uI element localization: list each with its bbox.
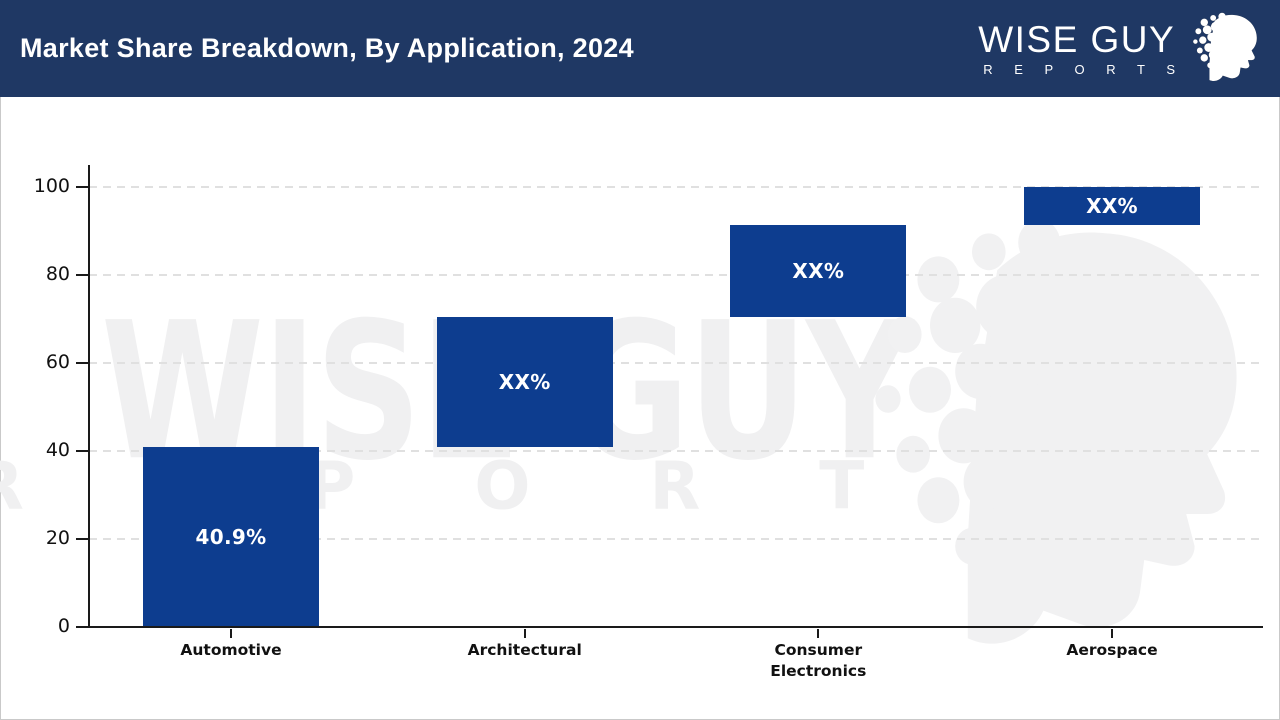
- gridline-40: [89, 449, 1263, 452]
- x-axis-label-0: Automotive: [180, 641, 282, 659]
- bar-automotive: 40.9%: [143, 446, 319, 627]
- y-tick-80: [76, 273, 89, 276]
- bar-value-label: XX%: [792, 259, 845, 284]
- gridline-20: [89, 537, 1263, 540]
- page-title: Market Share Breakdown, By Application, …: [20, 33, 634, 63]
- bar-value-label: 40.9%: [195, 524, 267, 549]
- y-tick-label-0: 0: [57, 615, 70, 637]
- bar-architectural: XX%: [436, 317, 613, 447]
- gridline-100: [89, 185, 1263, 188]
- x-tick-3: [1111, 629, 1113, 638]
- y-tick-0: [76, 626, 89, 628]
- y-tick-label-80: 80: [45, 262, 70, 285]
- y-tick-label-100: 100: [33, 174, 70, 197]
- logo-wordmark: WISE GUY: [978, 18, 1176, 60]
- x-tick-2: [817, 629, 820, 638]
- gridline-60: [89, 361, 1263, 364]
- logo-subtext: R E P O R T S: [983, 61, 1184, 77]
- x-tick-0: [230, 629, 232, 638]
- y-tick-label-60: 60: [45, 350, 70, 373]
- x-axis-label-1: Architectural: [467, 641, 582, 659]
- gridline-80: [89, 273, 1263, 276]
- y-tick-60: [76, 361, 89, 364]
- y-tick-100: [76, 185, 89, 188]
- y-tick-20: [76, 537, 89, 540]
- wise-guy-logo: WISE GUY R E P O R T S: [978, 9, 1262, 89]
- bar-value-label: XX%: [1086, 193, 1138, 218]
- x-axis-line: [88, 626, 1263, 628]
- header: Market Share Breakdown, By Application, …: [0, 0, 1280, 97]
- bar-value-label: XX%: [498, 370, 551, 395]
- y-tick-label-20: 20: [45, 526, 70, 549]
- logo-text: WISE GUY R E P O R T S: [978, 21, 1184, 77]
- y-tick-label-40: 40: [45, 438, 70, 461]
- bar-aerospace: XX%: [1024, 186, 1200, 225]
- x-axis-label-3: Aerospace: [1066, 641, 1158, 659]
- bar-consumer-electronics: XX%: [730, 224, 907, 318]
- x-tick-1: [523, 629, 526, 638]
- y-tick-40: [76, 449, 89, 452]
- y-axis-line: [88, 165, 90, 628]
- wise-guy-head-icon: [1193, 12, 1257, 81]
- x-axis-label-2: Consumer Electronics: [770, 641, 867, 680]
